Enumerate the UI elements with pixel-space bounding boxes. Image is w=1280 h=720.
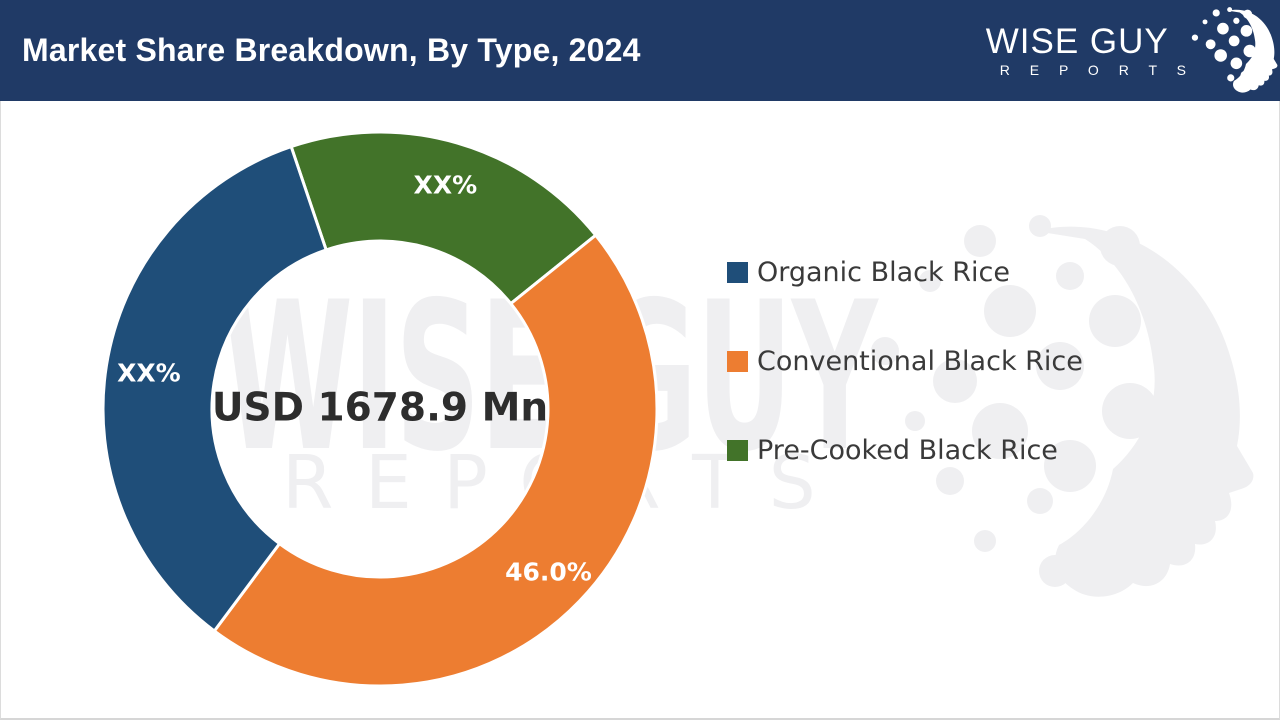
legend-swatch-pre-cooked (727, 439, 748, 461)
legend-label: Conventional Black Rice (757, 345, 1083, 377)
legend-swatch-organic (727, 261, 748, 283)
donut-center-value: USD 1678.9 Mn (211, 385, 549, 431)
brand-logo: WISE GUY R E P O R T S (986, 24, 1194, 77)
legend-item-pre-cooked: Pre-Cooked Black Rice (727, 425, 1083, 475)
header-bar: Market Share Breakdown, By Type, 2024 WI… (0, 0, 1280, 101)
brand-name: WISE GUY (985, 22, 1169, 61)
slice-value-label: XX% (414, 170, 478, 199)
legend: Organic Black Rice Conventional Black Ri… (727, 247, 1083, 514)
legend-item-conventional: Conventional Black Rice (727, 336, 1083, 386)
slice-organic-black-rice (101, 144, 329, 634)
slice-value-label: 46.0% (505, 557, 592, 586)
legend-item-organic: Organic Black Rice (727, 247, 1083, 297)
slice-pre-cooked-black-rice (289, 130, 598, 306)
legend-label: Pre-Cooked Black Rice (757, 434, 1058, 466)
slice-value-label: XX% (117, 358, 181, 387)
brand-subtitle: R E P O R T S (999, 62, 1194, 78)
page-title: Market Share Breakdown, By Type, 2024 (22, 32, 641, 68)
legend-label: Organic Black Rice (757, 256, 1010, 288)
slice-conventional-black-rice (212, 233, 659, 688)
logo-face-icon (1191, 7, 1278, 93)
legend-swatch-conventional (727, 350, 748, 372)
donut-chart: XX% 46.0% XX% (101, 130, 659, 688)
